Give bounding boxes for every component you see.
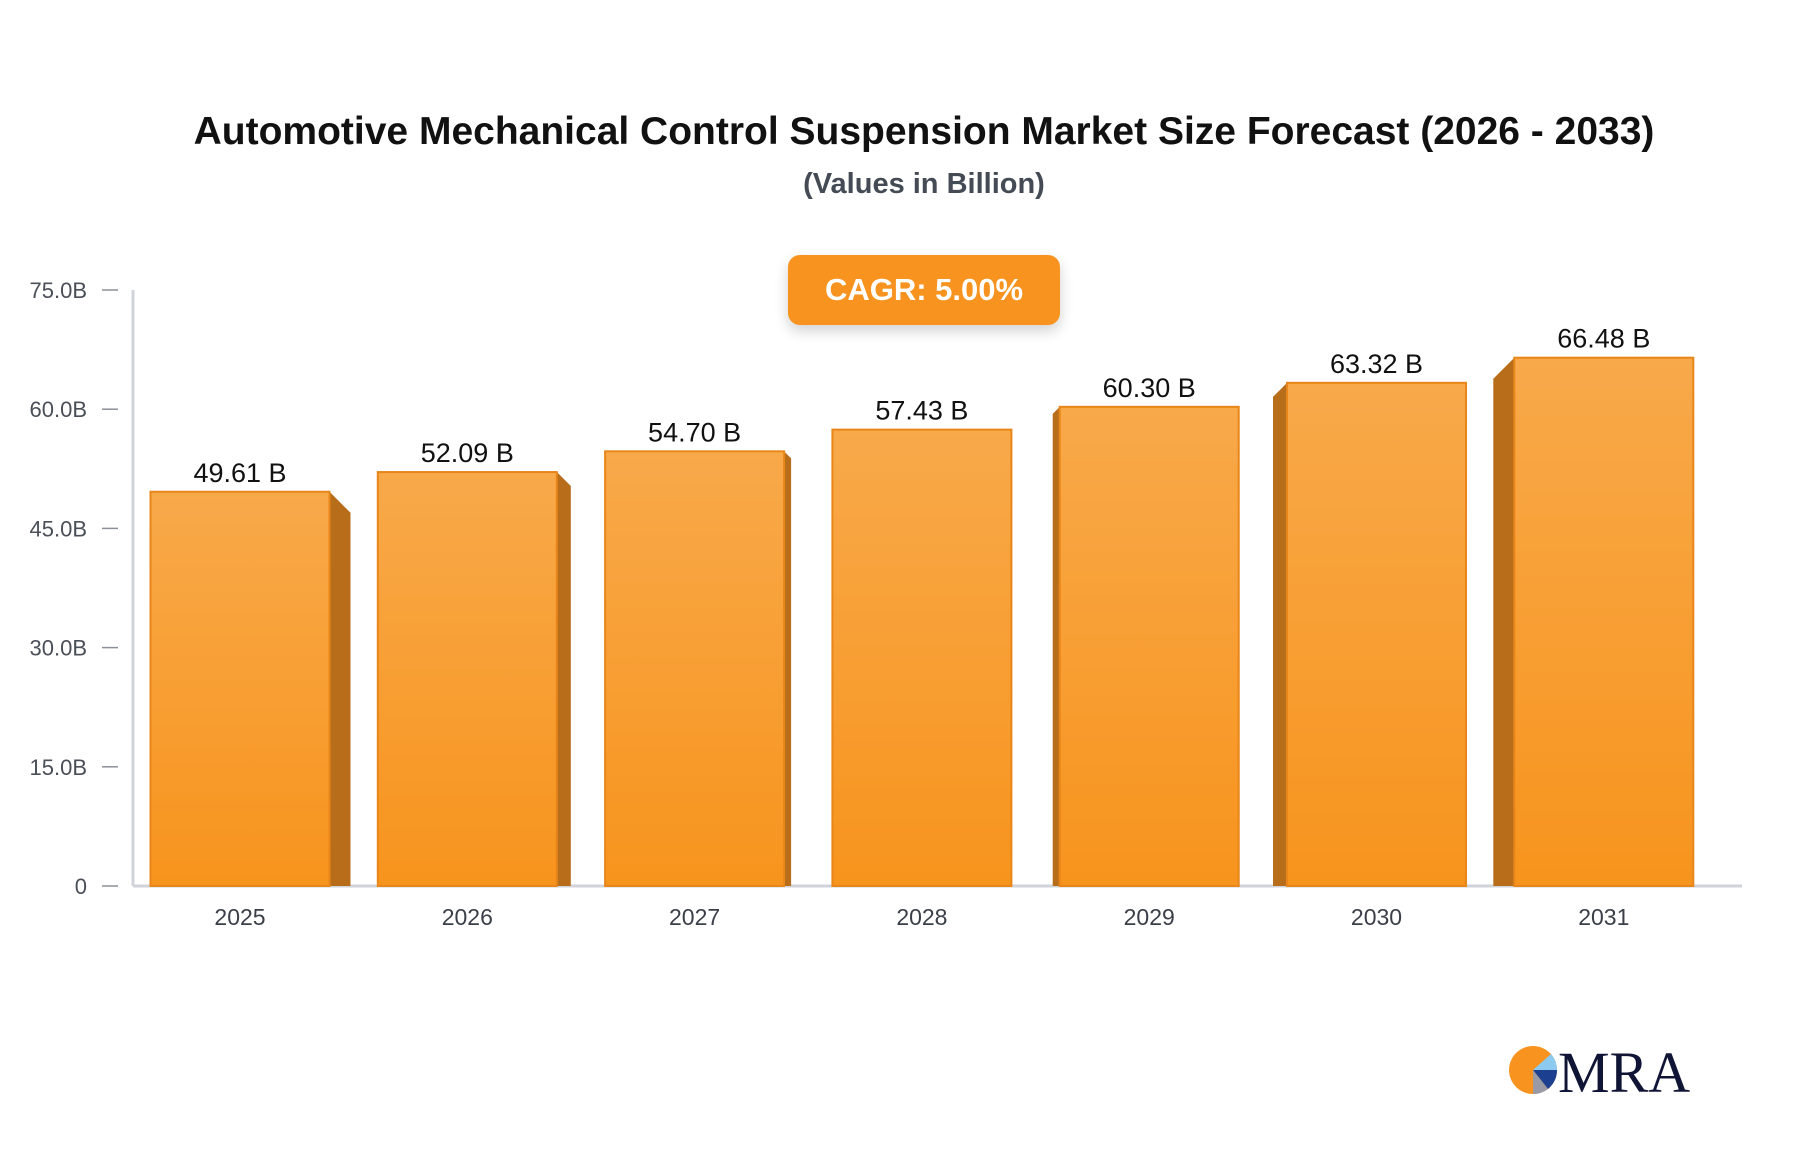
- data-label: 49.61 B: [193, 458, 286, 488]
- bar: [831, 428, 1013, 887]
- x-tick-label: 2026: [442, 904, 493, 930]
- y-tick-label: 15.0B: [30, 755, 88, 780]
- data-label: 60.30 B: [1103, 373, 1196, 403]
- y-tick-label: 0: [75, 874, 87, 899]
- y-tick-label: 75.0B: [30, 278, 88, 303]
- bar-side: [784, 451, 792, 886]
- bar-side: [1493, 357, 1515, 887]
- bar-side: [556, 472, 571, 886]
- bar-group: 63.32 B 2030: [1273, 349, 1467, 930]
- bar: [1513, 356, 1695, 887]
- bar-group: 66.48 B 2031: [1493, 324, 1695, 930]
- bar-side: [1052, 406, 1060, 886]
- data-label: 66.48 B: [1557, 324, 1650, 354]
- mra-logo: MRA: [1509, 1040, 1690, 1100]
- bar-group: 52.09 B 2026: [376, 438, 571, 930]
- x-tick-label: 2031: [1578, 904, 1629, 930]
- x-tick-label: 2028: [896, 904, 947, 930]
- bar: [149, 490, 331, 887]
- y-tick-label: 60.0B: [30, 397, 88, 422]
- chart-subtitle: (Values in Billion): [803, 168, 1045, 200]
- y-tick-label: 30.0B: [30, 636, 88, 661]
- bar-group: 49.61 B 2025: [149, 458, 351, 930]
- bar-group: 54.70 B 2027: [604, 417, 792, 930]
- x-tick-label: 2027: [669, 904, 720, 930]
- bar: [1286, 381, 1467, 887]
- x-tick-label: 2029: [1124, 904, 1175, 930]
- y-tick-label: 45.0B: [30, 516, 88, 541]
- cagr-badge: CAGR: 5.00%: [788, 255, 1060, 325]
- data-label: 63.32 B: [1330, 349, 1423, 379]
- bar-group: 60.30 B 2029: [1052, 373, 1240, 930]
- bar-side: [1273, 382, 1287, 886]
- data-label: 52.09 B: [421, 438, 514, 468]
- bar-side: [329, 491, 351, 886]
- bar: [376, 471, 558, 887]
- bar: [1058, 405, 1240, 887]
- x-tick-label: 2025: [214, 904, 265, 930]
- bar: [604, 450, 786, 887]
- svg-text:MRA: MRA: [1558, 1040, 1690, 1100]
- data-label: 54.70 B: [648, 417, 741, 447]
- x-tick-label: 2030: [1351, 904, 1402, 930]
- data-label: 57.43 B: [875, 396, 968, 426]
- chart-title: Automotive Mechanical Control Suspension…: [193, 110, 1655, 153]
- bar-group: 57.43 B 2028: [831, 396, 1013, 930]
